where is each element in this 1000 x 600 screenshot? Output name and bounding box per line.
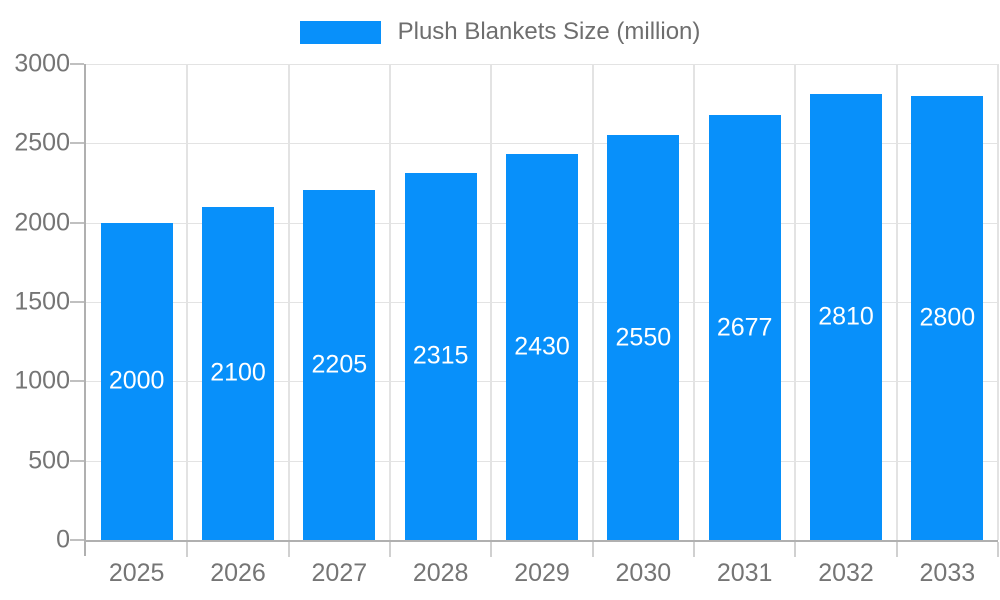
x-tick-label: 2032	[818, 559, 874, 587]
y-axis-line	[84, 64, 86, 556]
y-tick-label: 3000	[14, 49, 70, 78]
bar-value-label: 2100	[210, 358, 266, 387]
x-tick	[591, 542, 594, 557]
y-tick	[70, 380, 84, 383]
bar-value-label: 2430	[514, 332, 570, 361]
x-tick	[490, 542, 493, 557]
v-gridline	[591, 64, 594, 540]
x-tick-label: 2030	[615, 559, 672, 587]
bar-value-label: 2000	[108, 366, 165, 395]
v-gridline	[186, 64, 189, 540]
v-gridline	[287, 64, 290, 540]
x-tick	[895, 542, 898, 557]
y-tick	[70, 539, 84, 541]
y-tick-label: 0	[56, 525, 70, 554]
y-axis-labels: 0 500 1000 1500 2000 2500 3000	[0, 51, 70, 552]
legend-label: Plush Blankets Size (million)	[397, 18, 701, 45]
y-tick	[70, 459, 84, 462]
bar-value-label: 2800	[919, 303, 976, 332]
x-tick-label: 2029	[514, 559, 570, 587]
bar-2025[interactable]: 2000	[100, 222, 173, 540]
v-gridline	[997, 64, 999, 540]
h-gridline	[86, 64, 998, 65]
x-tick	[997, 542, 999, 557]
bar-2031[interactable]: 2677	[708, 115, 781, 540]
bar-2027[interactable]: 2205	[303, 190, 376, 540]
x-tick-label: 2027	[311, 559, 368, 587]
x-tick	[186, 542, 189, 557]
v-gridline	[389, 64, 391, 540]
legend-swatch-icon	[299, 20, 381, 44]
x-tick-label: 2031	[716, 559, 773, 587]
bar-2032[interactable]: 2810	[810, 94, 882, 540]
plot-area: 2000 2100 2205 2315 2430 2550 2677 2810 2800	[70, 63, 999, 557]
bar-2033[interactable]: 2800	[911, 95, 984, 540]
x-tick	[389, 542, 391, 557]
x-tick	[693, 542, 695, 557]
y-tick-label: 1500	[14, 287, 70, 316]
h-gridline	[86, 143, 998, 145]
v-gridline	[693, 64, 695, 540]
y-tick-label: 2500	[14, 128, 70, 157]
x-axis-line	[84, 540, 998, 542]
x-axis-labels: 2025 2026 2027 2028 2029 2030 2031 2032 2033	[86, 561, 998, 591]
x-tick-label: 2026	[210, 559, 266, 587]
x-tick	[794, 542, 797, 557]
legend[interactable]: Plush Blankets Size (million)	[0, 20, 1000, 44]
y-tick	[70, 301, 84, 303]
y-tick	[70, 142, 84, 145]
v-gridline	[794, 64, 797, 540]
v-gridline	[490, 64, 493, 540]
v-gridline	[895, 64, 898, 540]
y-tick-label: 1000	[14, 366, 70, 395]
bar-value-label: 2205	[311, 350, 368, 379]
bar-2028[interactable]: 2315	[404, 172, 477, 540]
y-tick	[70, 221, 84, 224]
x-tick-label: 2025	[108, 559, 165, 587]
x-tick-label: 2033	[919, 559, 976, 587]
bar-2029[interactable]: 2430	[506, 154, 578, 540]
y-tick	[70, 63, 84, 65]
bar-2026[interactable]: 2100	[202, 206, 274, 540]
y-tick-label: 2000	[14, 208, 70, 237]
bar-value-label: 2677	[716, 313, 773, 342]
bar-value-label: 2550	[615, 323, 672, 352]
bar-2030[interactable]: 2550	[607, 135, 680, 540]
x-tick-label: 2028	[412, 559, 469, 587]
bar-value-label: 2315	[412, 341, 469, 370]
bar-value-label: 2810	[818, 302, 874, 331]
x-tick	[287, 542, 290, 557]
y-tick-label: 500	[28, 446, 70, 475]
